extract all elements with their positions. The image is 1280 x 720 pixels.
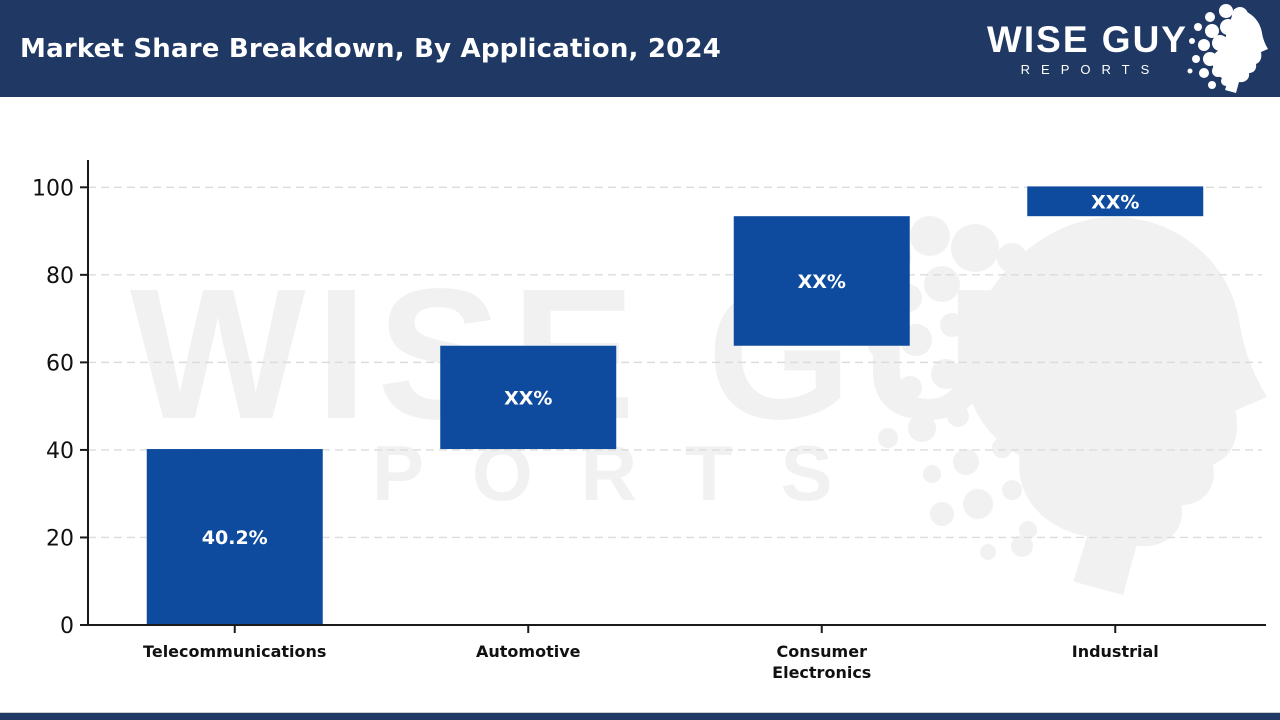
bar-value-label: XX% [1091,191,1139,213]
page-title: Market Share Breakdown, By Application, … [20,33,722,64]
x-tick-label: Consumer [777,642,868,661]
y-tick-label: 20 [46,526,74,551]
logo-head-icon [1187,3,1268,93]
bar-value-label: 40.2% [202,527,268,549]
bar-consumer-electronics [733,216,910,346]
bar-value-label: XX% [504,387,552,409]
logo-text: WISE GUY REPORTS [987,21,1188,77]
y-tick-label: 40 [46,439,74,464]
bar-automotive [440,345,617,450]
x-tick-label: Automotive [476,642,581,661]
footer-bar [0,713,1280,720]
bar-value-label: XX% [798,271,846,293]
bar-telecommunications [146,449,323,625]
x-tick-label: Industrial [1072,642,1159,661]
logo-name: WISE GUY [986,18,1188,60]
y-tick-label: 0 [60,614,74,639]
y-tick-label: 60 [46,351,74,376]
wiseguy-logo: WISE GUY REPORTS [987,3,1270,95]
y-tick-label: 100 [32,176,74,201]
x-tick-label: Electronics [772,663,871,682]
y-tick-label: 80 [46,264,74,289]
footer-divider [0,712,1280,713]
x-tick-label: Telecommunications [143,642,326,661]
header-bar: Market Share Breakdown, By Application, … [0,0,1280,97]
bar-industrial [1027,186,1204,217]
logo-subtitle: REPORTS [1020,61,1161,77]
